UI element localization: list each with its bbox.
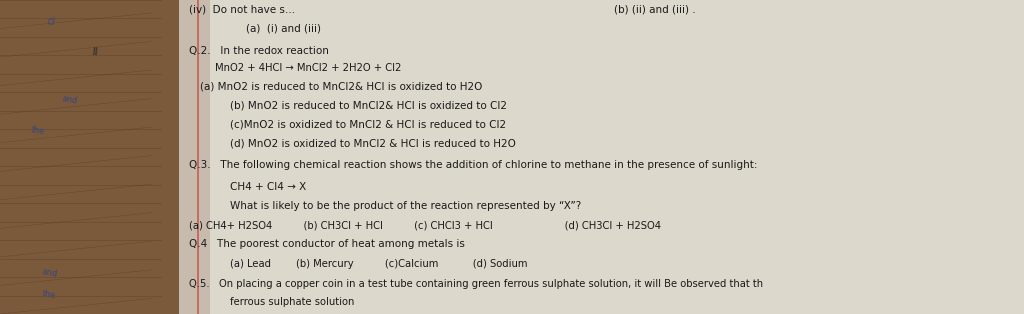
Text: the: the — [31, 126, 46, 137]
Text: the: the — [41, 289, 56, 300]
Text: and: and — [61, 94, 79, 106]
Text: CH4 + Cl4 → X: CH4 + Cl4 → X — [230, 182, 306, 192]
Text: (a)  (i) and (iii): (a) (i) and (iii) — [246, 24, 321, 34]
Text: MnO2 + 4HCl → MnCl2 + 2H2O + Cl2: MnO2 + 4HCl → MnCl2 + 2H2O + Cl2 — [215, 63, 401, 73]
Text: (c)MnO2 is oxidized to MnCl2 & HCl is reduced to Cl2: (c)MnO2 is oxidized to MnCl2 & HCl is re… — [230, 119, 507, 129]
Text: (a) CH4+ H2SO4          (b) CH3Cl + HCl          (c) CHCl3 + HCl                : (a) CH4+ H2SO4 (b) CH3Cl + HCl (c) CHCl3… — [189, 220, 662, 230]
Text: (a) MnO2 is reduced to MnCl2& HCl is oxidized to H2O: (a) MnO2 is reduced to MnCl2& HCl is oxi… — [200, 82, 482, 92]
Text: (d) MnO2 is oxidized to MnCl2 & HCl is reduced to H2O: (d) MnO2 is oxidized to MnCl2 & HCl is r… — [230, 138, 516, 148]
Text: II: II — [92, 47, 99, 58]
Text: Q.4   The poorest conductor of heat among metals is: Q.4 The poorest conductor of heat among … — [189, 239, 465, 249]
Text: What is likely to be the product of the reaction represented by “X”?: What is likely to be the product of the … — [230, 201, 582, 211]
Text: (a) Lead        (b) Mercury          (c)Calcium           (d) Sodium: (a) Lead (b) Mercury (c)Calcium (d) Sodi… — [230, 259, 528, 269]
Text: Q.5.   On placing a copper coin in a test tube containing green ferrous sulphate: Q.5. On placing a copper coin in a test … — [189, 279, 764, 289]
Text: and: and — [41, 267, 58, 279]
Text: (iv)  Do not have s…: (iv) Do not have s… — [189, 5, 296, 15]
Bar — [179, 0, 1024, 314]
Text: ferrous sulphate solution: ferrous sulphate solution — [230, 297, 354, 307]
Text: Q.2.   In the redox reaction: Q.2. In the redox reaction — [189, 46, 330, 56]
Text: (b) (ii) and (iii) .: (b) (ii) and (iii) . — [614, 5, 696, 15]
Bar — [0, 0, 179, 314]
Text: Q.3.   The following chemical reaction shows the addition of chlorine to methane: Q.3. The following chemical reaction sho… — [189, 160, 758, 170]
Bar — [179, 0, 210, 314]
Text: (b) MnO2 is reduced to MnCl2& HCl is oxidized to Cl2: (b) MnO2 is reduced to MnCl2& HCl is oxi… — [230, 100, 508, 111]
Text: cl: cl — [46, 16, 56, 27]
